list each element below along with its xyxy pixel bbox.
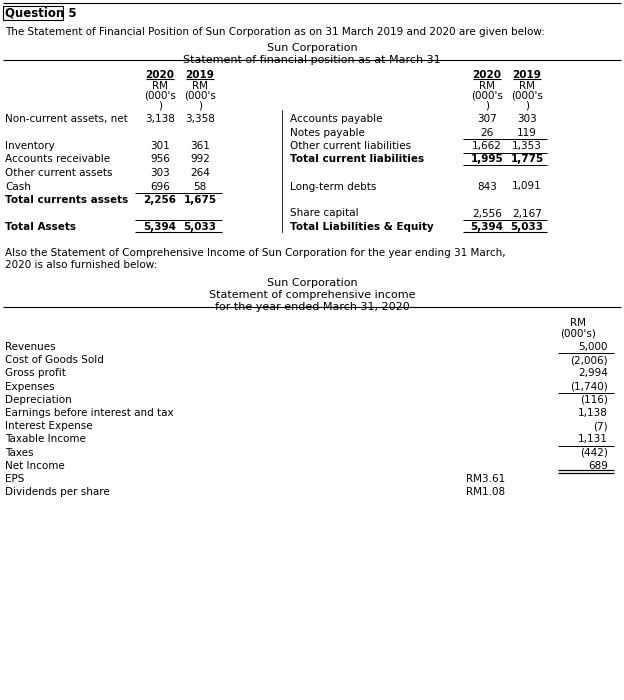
Text: (7): (7) bbox=[593, 421, 608, 431]
Text: 2019: 2019 bbox=[185, 70, 215, 80]
Text: 307: 307 bbox=[477, 114, 497, 124]
Text: 3,358: 3,358 bbox=[185, 114, 215, 124]
Text: Long-term debts: Long-term debts bbox=[290, 181, 376, 192]
Text: 2019: 2019 bbox=[512, 70, 542, 80]
Text: Cost of Goods Sold: Cost of Goods Sold bbox=[5, 355, 104, 365]
Text: ): ) bbox=[485, 101, 489, 111]
Text: 301: 301 bbox=[150, 141, 170, 151]
Text: Gross profit: Gross profit bbox=[5, 368, 66, 379]
Text: (1,740): (1,740) bbox=[570, 382, 608, 391]
Text: Non-current assets, net: Non-current assets, net bbox=[5, 114, 128, 124]
Text: 1,675: 1,675 bbox=[183, 195, 217, 205]
Text: for the year ended March 31, 2020: for the year ended March 31, 2020 bbox=[215, 302, 409, 312]
Text: Total current liabilities: Total current liabilities bbox=[290, 155, 424, 164]
Text: 58: 58 bbox=[193, 181, 207, 192]
Text: Total Assets: Total Assets bbox=[5, 222, 76, 232]
Text: RM: RM bbox=[519, 81, 535, 91]
Text: 2,167: 2,167 bbox=[512, 209, 542, 218]
Text: 1,662: 1,662 bbox=[472, 141, 502, 151]
Text: 26: 26 bbox=[480, 127, 494, 137]
Text: 843: 843 bbox=[477, 181, 497, 192]
Text: 2,556: 2,556 bbox=[472, 209, 502, 218]
Text: Accounts receivable: Accounts receivable bbox=[5, 155, 110, 164]
Text: 1,353: 1,353 bbox=[512, 141, 542, 151]
Text: 1,131: 1,131 bbox=[578, 435, 608, 444]
Text: 5,394: 5,394 bbox=[144, 222, 177, 232]
Text: 2020: 2020 bbox=[472, 70, 502, 80]
Text: 1,775: 1,775 bbox=[510, 155, 544, 164]
Text: 5,000: 5,000 bbox=[578, 342, 608, 352]
Text: 689: 689 bbox=[588, 461, 608, 471]
Text: RM3.61: RM3.61 bbox=[466, 474, 505, 484]
Text: Question 5: Question 5 bbox=[5, 7, 77, 20]
Text: 119: 119 bbox=[517, 127, 537, 137]
Text: 303: 303 bbox=[517, 114, 537, 124]
Text: Statement of financial position as at March 31: Statement of financial position as at Ma… bbox=[183, 55, 441, 65]
Text: RM1.08: RM1.08 bbox=[466, 487, 505, 497]
Text: Taxable Income: Taxable Income bbox=[5, 435, 86, 444]
Text: Earnings before interest and tax: Earnings before interest and tax bbox=[5, 408, 173, 418]
Text: Cash: Cash bbox=[5, 181, 31, 192]
Text: Interest Expense: Interest Expense bbox=[5, 421, 92, 431]
Text: Also the Statement of Comprehensive Income of Sun Corporation for the year endin: Also the Statement of Comprehensive Inco… bbox=[5, 248, 505, 258]
Text: RM: RM bbox=[570, 318, 586, 328]
Text: 264: 264 bbox=[190, 168, 210, 178]
Text: 5,394: 5,394 bbox=[470, 222, 504, 232]
Text: 1,138: 1,138 bbox=[578, 408, 608, 418]
Text: (000's): (000's) bbox=[560, 329, 596, 339]
Text: ): ) bbox=[158, 101, 162, 111]
Text: RM: RM bbox=[152, 81, 168, 91]
Text: Expenses: Expenses bbox=[5, 382, 55, 391]
Text: The Statement of Financial Position of Sun Corporation as on 31 March 2019 and 2: The Statement of Financial Position of S… bbox=[5, 27, 545, 37]
Text: (000's: (000's bbox=[511, 91, 543, 101]
Text: RM: RM bbox=[479, 81, 495, 91]
Text: 5,033: 5,033 bbox=[510, 222, 544, 232]
Text: Statement of comprehensive income: Statement of comprehensive income bbox=[209, 290, 415, 300]
Text: Sun Corporation: Sun Corporation bbox=[266, 278, 358, 288]
Text: Net Income: Net Income bbox=[5, 461, 65, 471]
Text: Accounts payable: Accounts payable bbox=[290, 114, 383, 124]
Text: 1,091: 1,091 bbox=[512, 181, 542, 192]
Text: Other current liabilities: Other current liabilities bbox=[290, 141, 411, 151]
Text: Other current assets: Other current assets bbox=[5, 168, 112, 178]
Text: (000's: (000's bbox=[144, 91, 176, 101]
Text: 2020 is also furnished below:: 2020 is also furnished below: bbox=[5, 260, 157, 270]
Text: 303: 303 bbox=[150, 168, 170, 178]
Text: 2020: 2020 bbox=[145, 70, 175, 80]
Text: Dividends per share: Dividends per share bbox=[5, 487, 110, 497]
Text: Total Liabilities & Equity: Total Liabilities & Equity bbox=[290, 222, 434, 232]
Text: ): ) bbox=[198, 101, 202, 111]
Text: Notes payable: Notes payable bbox=[290, 127, 365, 137]
Text: Inventory: Inventory bbox=[5, 141, 55, 151]
Text: 696: 696 bbox=[150, 181, 170, 192]
Text: Taxes: Taxes bbox=[5, 447, 34, 458]
Text: (000's: (000's bbox=[184, 91, 216, 101]
Text: (000's: (000's bbox=[471, 91, 503, 101]
Text: 992: 992 bbox=[190, 155, 210, 164]
Text: (442): (442) bbox=[580, 447, 608, 458]
Text: Total currents assets: Total currents assets bbox=[5, 195, 129, 205]
Text: Revenues: Revenues bbox=[5, 342, 56, 352]
Text: 2,994: 2,994 bbox=[578, 368, 608, 379]
Text: 5,033: 5,033 bbox=[183, 222, 217, 232]
Text: (2,006): (2,006) bbox=[570, 355, 608, 365]
Text: EPS: EPS bbox=[5, 474, 24, 484]
Text: 2,256: 2,256 bbox=[144, 195, 177, 205]
Text: (116): (116) bbox=[580, 395, 608, 405]
Text: 1,995: 1,995 bbox=[470, 155, 504, 164]
Text: Depreciation: Depreciation bbox=[5, 395, 72, 405]
Text: ): ) bbox=[525, 101, 529, 111]
Text: 3,138: 3,138 bbox=[145, 114, 175, 124]
Text: RM: RM bbox=[192, 81, 208, 91]
Text: Share capital: Share capital bbox=[290, 209, 359, 218]
Text: 361: 361 bbox=[190, 141, 210, 151]
Text: Sun Corporation: Sun Corporation bbox=[266, 43, 358, 53]
Text: 956: 956 bbox=[150, 155, 170, 164]
